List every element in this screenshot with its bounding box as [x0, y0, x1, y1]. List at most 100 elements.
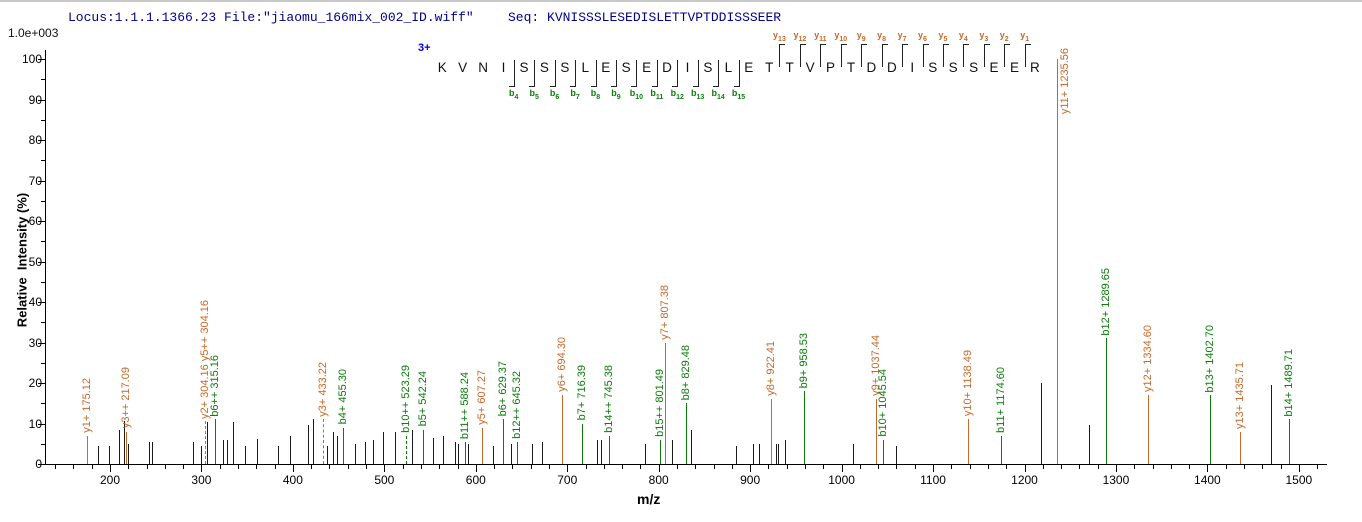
peak-unassigned: [672, 439, 674, 464]
residue-letter: S: [928, 60, 938, 75]
peak-label: y1+ 175.12: [81, 377, 94, 433]
peak-unassigned: [313, 419, 315, 464]
b-cleavage-mark: [508, 60, 515, 87]
residue-letter: I: [910, 60, 915, 75]
peak-y2+: [205, 421, 207, 464]
b-ion-label: b11: [650, 88, 664, 101]
peak-unassigned: [232, 421, 234, 464]
x-tick: [585, 465, 587, 469]
peak-label: b5+ 542.24: [416, 371, 429, 427]
seq-value: KVNISSSLESEDISLETTVPTDDISSSEER: [547, 10, 782, 25]
x-tick-label: 200: [99, 473, 121, 487]
b-cleavage-mark: [672, 60, 679, 87]
b-ion-label: b9: [611, 88, 621, 101]
x-tick-label: 500: [374, 473, 395, 487]
intensity-scale-note: 1.0e+003: [8, 26, 59, 40]
x-tick-label: 800: [648, 473, 669, 487]
x-tick: [1225, 465, 1227, 469]
residue-letter: L: [724, 60, 733, 75]
b-ion-label: b13: [691, 88, 705, 101]
peak-unassigned: [308, 424, 310, 464]
y-tick: [38, 464, 45, 465]
peak-unassigned: [395, 431, 397, 464]
b-cleavage-mark: [713, 60, 720, 87]
y-tick-label: 0: [35, 457, 42, 471]
peak-unassigned: [775, 443, 777, 464]
peak-label: b10++ 523.29: [399, 364, 412, 433]
y-tick: [41, 362, 45, 364]
peak-b11++: [465, 441, 467, 464]
x-tick: [750, 465, 752, 472]
x-axis-title: m/z: [637, 491, 661, 507]
peak-unassigned: [442, 435, 444, 464]
x-tick: [256, 465, 258, 469]
peak-label: b12++ 645.32: [511, 370, 524, 439]
peak-y6+: [562, 395, 564, 464]
residue-letter: I: [501, 60, 506, 75]
b-cleavage-mark: [692, 60, 699, 87]
peak-unassigned: [1271, 385, 1273, 464]
peak-y8+: [770, 399, 772, 464]
y-tick: [41, 241, 45, 243]
x-tick: [201, 465, 203, 472]
b-ion-label: b4: [509, 88, 519, 101]
residue-letter: S: [560, 60, 570, 75]
b-ion-label: b14: [711, 88, 725, 101]
peak-unassigned: [109, 445, 111, 464]
x-tick: [1243, 465, 1245, 469]
peak-y1+: [87, 435, 89, 464]
residue-letter: N: [478, 60, 488, 75]
y-ion-label: y9: [856, 30, 866, 43]
y-tick: [38, 140, 45, 141]
x-tick: [731, 465, 733, 469]
x-tick: [384, 465, 386, 472]
x-tick: [1006, 465, 1008, 469]
y-tick-label: 10: [28, 416, 42, 431]
peak-unassigned: [784, 439, 786, 464]
y-tick: [41, 119, 45, 121]
b-cleavage-mark: [733, 60, 740, 87]
peak-label: b4+ 455.30: [337, 369, 350, 425]
peak-unassigned: [759, 443, 761, 464]
peak-unassigned: [365, 441, 367, 464]
peak-unassigned: [119, 429, 121, 464]
peak-y3++: [125, 431, 127, 464]
peak-label: b6++ 315.16: [209, 354, 222, 417]
residue-letter: S: [519, 60, 529, 75]
y-tick-label: 20: [28, 376, 42, 390]
residue-letter: V: [458, 60, 468, 75]
y-tick: [41, 160, 45, 162]
x-tick: [146, 465, 148, 469]
x-tick: [823, 465, 825, 469]
x-tick-label: 1400: [1194, 473, 1221, 487]
b-cleavage-mark: [610, 60, 617, 87]
residue-letter: T: [846, 60, 856, 75]
precursor-charge-label: 3+: [418, 42, 431, 54]
peak-unassigned: [227, 439, 229, 464]
x-tick: [110, 465, 111, 472]
x-tick: [1207, 465, 1209, 472]
peak-unassigned: [245, 445, 247, 464]
b-ion-label: b6: [549, 88, 560, 101]
x-tick: [91, 465, 93, 469]
y-tick-label: 50: [28, 254, 42, 269]
x-tick: [274, 465, 276, 469]
x-tick: [347, 465, 349, 469]
peak-unassigned: [152, 441, 154, 464]
x-tick: [402, 465, 404, 469]
residue-letter: S: [539, 60, 549, 75]
peak-unassigned: [411, 429, 413, 464]
residue-letter: T: [785, 60, 794, 75]
x-tick: [603, 465, 605, 469]
y-ion-label: y11: [814, 30, 827, 43]
x-tick: [1262, 465, 1264, 469]
peak-label: y11+ 1235.56: [1059, 47, 1072, 114]
